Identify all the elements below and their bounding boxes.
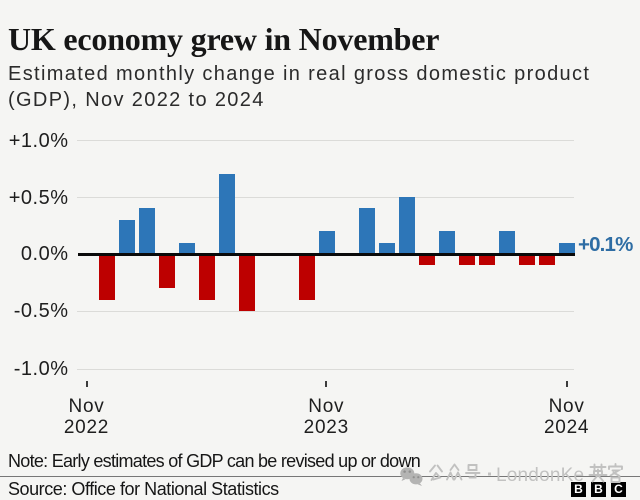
svg-text:LondonKe: LondonKe xyxy=(496,465,584,486)
